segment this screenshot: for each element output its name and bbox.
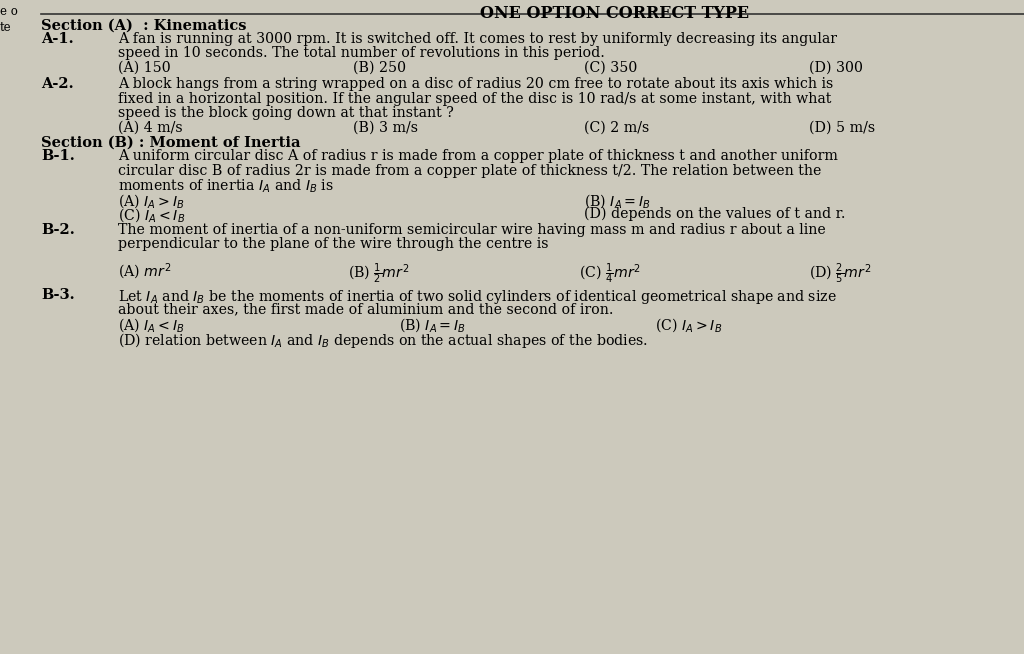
Text: (B) 3 m/s: (B) 3 m/s [353, 120, 418, 134]
Text: Section (A)  : Kinematics: Section (A) : Kinematics [41, 18, 247, 32]
Text: A-1.: A-1. [41, 32, 74, 46]
Text: (C) 350: (C) 350 [584, 61, 637, 75]
Text: perpendicular to the plane of the wire through the centre is: perpendicular to the plane of the wire t… [118, 237, 548, 251]
Text: fixed in a horizontal position. If the angular speed of the disc is 10 rad/s at : fixed in a horizontal position. If the a… [118, 92, 831, 105]
Text: A fan is running at 3000 rpm. It is switched off. It comes to rest by uniformly : A fan is running at 3000 rpm. It is swit… [118, 32, 837, 46]
Text: Section (B) : Moment of Inertia: Section (B) : Moment of Inertia [41, 135, 300, 149]
Text: (A) $mr^2$: (A) $mr^2$ [118, 262, 171, 282]
Text: speed is the block going down at that instant ?: speed is the block going down at that in… [118, 106, 454, 120]
Text: (C) $\frac{1}{4}mr^2$: (C) $\frac{1}{4}mr^2$ [579, 262, 641, 286]
Text: (B) $I_A = I_B$: (B) $I_A = I_B$ [584, 192, 650, 210]
Text: A uniform circular disc A of radius r is made from a copper plate of thickness t: A uniform circular disc A of radius r is… [118, 149, 838, 163]
Text: (A) 150: (A) 150 [118, 61, 171, 75]
Text: (D) $\frac{2}{5}mr^2$: (D) $\frac{2}{5}mr^2$ [809, 262, 871, 286]
Text: ONE OPTION CORRECT TYPE: ONE OPTION CORRECT TYPE [480, 5, 749, 22]
Text: B-1.: B-1. [41, 149, 75, 163]
Text: speed in 10 seconds. The total number of revolutions in this period.: speed in 10 seconds. The total number of… [118, 46, 604, 60]
Text: moments of inertia $I_A$ and $I_B$ is: moments of inertia $I_A$ and $I_B$ is [118, 178, 334, 196]
Text: about their axes, the first made of aluminium and the second of iron.: about their axes, the first made of alum… [118, 302, 613, 316]
Text: The moment of inertia of a non-uniform semicircular wire having mass m and radiu: The moment of inertia of a non-uniform s… [118, 223, 825, 237]
Text: A block hangs from a string wrapped on a disc of radius 20 cm free to rotate abo: A block hangs from a string wrapped on a… [118, 77, 833, 91]
Text: (A) 4 m/s: (A) 4 m/s [118, 120, 182, 134]
Text: B-2.: B-2. [41, 223, 75, 237]
Text: A-2.: A-2. [41, 77, 74, 91]
Text: (C) $I_A < I_B$: (C) $I_A < I_B$ [118, 207, 185, 224]
Text: (B) $\frac{1}{2}mr^2$: (B) $\frac{1}{2}mr^2$ [348, 262, 410, 286]
Text: (D) depends on the values of t and r.: (D) depends on the values of t and r. [584, 207, 845, 221]
Text: (A) $I_A > I_B$: (A) $I_A > I_B$ [118, 192, 184, 210]
Text: (A) $I_A < I_B$: (A) $I_A < I_B$ [118, 317, 184, 334]
Text: (B) 250: (B) 250 [353, 61, 407, 75]
Text: (D) 300: (D) 300 [809, 61, 863, 75]
Text: te: te [0, 21, 11, 34]
Text: circular disc B of radius 2r is made from a copper plate of thickness t/2. The r: circular disc B of radius 2r is made fro… [118, 164, 821, 177]
Text: (D) 5 m/s: (D) 5 m/s [809, 120, 876, 134]
Text: (B) $I_A = I_B$: (B) $I_A = I_B$ [399, 317, 466, 334]
Text: B-3.: B-3. [41, 288, 75, 301]
Text: (C) 2 m/s: (C) 2 m/s [584, 120, 649, 134]
Text: (C) $I_A > I_B$: (C) $I_A > I_B$ [655, 317, 723, 334]
Text: e o: e o [0, 5, 17, 18]
Text: Let $I_A$ and $I_B$ be the moments of inertia of two solid cylinders of identica: Let $I_A$ and $I_B$ be the moments of in… [118, 288, 837, 306]
Text: (D) relation between $I_A$ and $I_B$ depends on the actual shapes of the bodies.: (D) relation between $I_A$ and $I_B$ dep… [118, 331, 648, 350]
